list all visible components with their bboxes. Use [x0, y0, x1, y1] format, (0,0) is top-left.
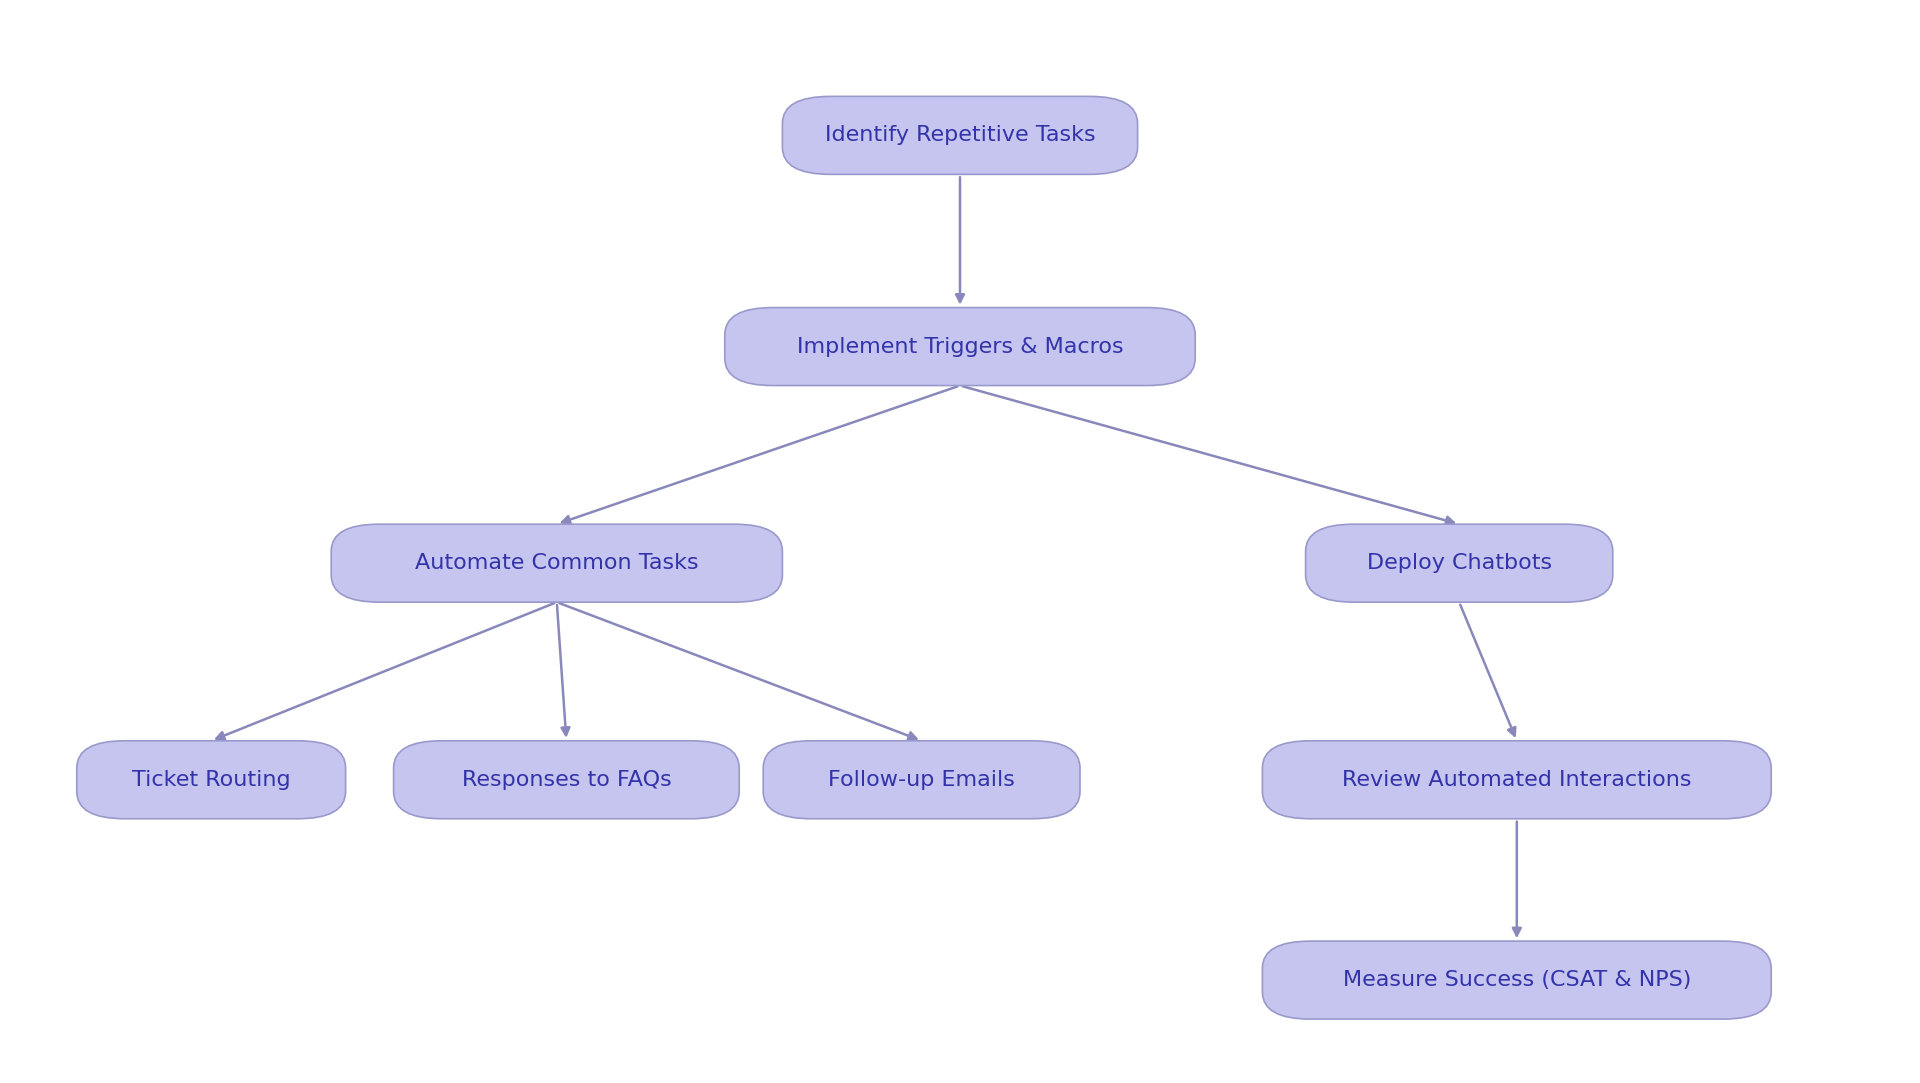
FancyBboxPatch shape — [1306, 524, 1613, 602]
Text: Follow-up Emails: Follow-up Emails — [828, 770, 1016, 790]
Text: Identify Repetitive Tasks: Identify Repetitive Tasks — [826, 126, 1094, 145]
Text: Ticket Routing: Ticket Routing — [132, 770, 290, 790]
FancyBboxPatch shape — [1263, 741, 1770, 819]
Text: Automate Common Tasks: Automate Common Tasks — [415, 553, 699, 573]
FancyBboxPatch shape — [330, 524, 783, 602]
FancyBboxPatch shape — [783, 96, 1137, 174]
FancyBboxPatch shape — [394, 741, 739, 819]
FancyBboxPatch shape — [1263, 941, 1770, 1019]
Text: Implement Triggers & Macros: Implement Triggers & Macros — [797, 337, 1123, 356]
Text: Review Automated Interactions: Review Automated Interactions — [1342, 770, 1692, 790]
FancyBboxPatch shape — [762, 741, 1079, 819]
Text: Measure Success (CSAT & NPS): Measure Success (CSAT & NPS) — [1342, 970, 1692, 990]
FancyBboxPatch shape — [724, 308, 1194, 386]
Text: Responses to FAQs: Responses to FAQs — [461, 770, 672, 790]
FancyBboxPatch shape — [77, 741, 346, 819]
Text: Deploy Chatbots: Deploy Chatbots — [1367, 553, 1551, 573]
